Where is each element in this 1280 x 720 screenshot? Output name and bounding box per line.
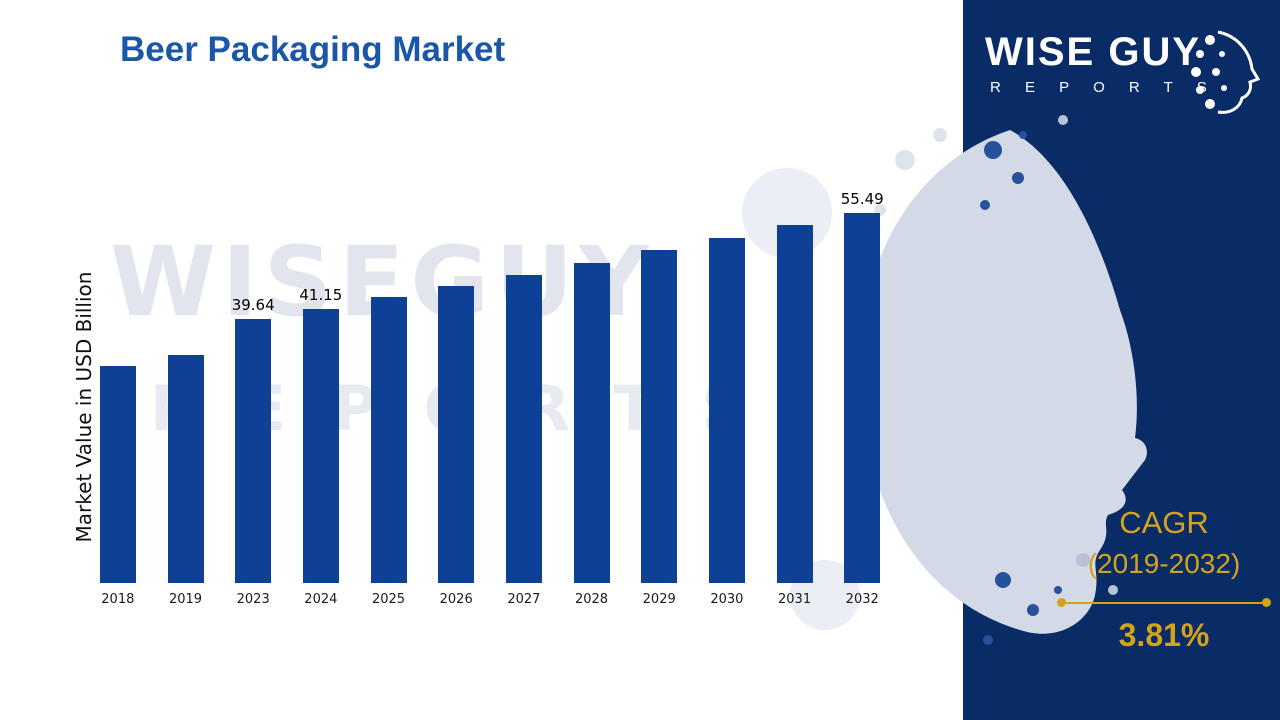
bar-column: 39.64 xyxy=(219,296,287,583)
bar-chart: 39.64 41.15 55.49 2018 2019 2023 2024 2025 2026… xyxy=(84,183,896,607)
x-axis-label: 2024 xyxy=(304,592,338,607)
bar-value-label: 55.49 xyxy=(840,190,884,208)
face-profile-graphic xyxy=(860,128,1147,634)
bar-column: 55.49 xyxy=(828,190,896,583)
bar xyxy=(641,250,678,583)
bar-column xyxy=(625,245,693,583)
bar-column xyxy=(558,258,626,583)
bar-column xyxy=(761,220,829,583)
bar xyxy=(99,366,136,583)
x-axis-label: 2018 xyxy=(101,592,135,607)
cagr-range: (2019-2032) xyxy=(1087,548,1241,579)
x-axis-label: 2027 xyxy=(507,592,541,607)
cagr-label: CAGR xyxy=(1119,505,1209,540)
divider-dot-left xyxy=(1057,598,1066,607)
divider-rule xyxy=(1066,601,1262,604)
bar-column xyxy=(84,361,152,583)
cagr-block: CAGR (2019-2032) 3.81% xyxy=(1055,505,1273,654)
x-axis-label: 2029 xyxy=(642,592,676,607)
bar xyxy=(302,309,339,583)
bars-row: 39.64 41.15 55.49 xyxy=(84,183,896,583)
bar-column xyxy=(490,270,558,583)
bar xyxy=(844,213,881,583)
chart-title: Beer Packaging Market xyxy=(120,30,506,69)
cagr-value: 3.81% xyxy=(1118,617,1210,653)
divider-dot-right xyxy=(1262,598,1271,607)
bar xyxy=(708,238,745,583)
logo-wordmark: WISE GUY xyxy=(985,30,1202,74)
x-axis-label: 2031 xyxy=(778,592,812,607)
x-axis-label: 2026 xyxy=(439,592,473,607)
bar xyxy=(505,275,542,583)
logo-subtitle: R E P O R T S xyxy=(990,79,1217,96)
bar xyxy=(438,286,475,583)
bar-column xyxy=(152,350,220,583)
bar xyxy=(370,297,407,583)
x-axis-label: 2019 xyxy=(168,592,203,607)
x-axis-label: 2030 xyxy=(710,592,744,607)
bar-column xyxy=(355,292,423,583)
dot-pattern xyxy=(980,115,1118,645)
bar-column xyxy=(693,233,761,583)
bar-column xyxy=(422,281,490,583)
bar xyxy=(573,263,610,583)
logo: WISE GUY R E P O R T S xyxy=(985,30,1217,96)
bar xyxy=(167,355,204,583)
logo-face-icon xyxy=(1191,30,1261,114)
bar-value-label: 39.64 xyxy=(231,296,275,314)
x-axis-label: 2023 xyxy=(236,592,270,607)
bar-column: 41.15 xyxy=(287,286,355,583)
bar xyxy=(776,225,813,583)
cagr-divider xyxy=(1057,598,1271,607)
x-labels-row: 2018 2019 2023 2024 2025 2026 2027 2028 2029 2030… xyxy=(84,592,896,607)
bar-value-label: 41.15 xyxy=(299,286,343,304)
x-axis-label: 2032 xyxy=(845,592,879,607)
x-axis-label: 2025 xyxy=(371,592,406,607)
bar xyxy=(235,319,272,583)
x-axis-label: 2028 xyxy=(574,592,609,607)
